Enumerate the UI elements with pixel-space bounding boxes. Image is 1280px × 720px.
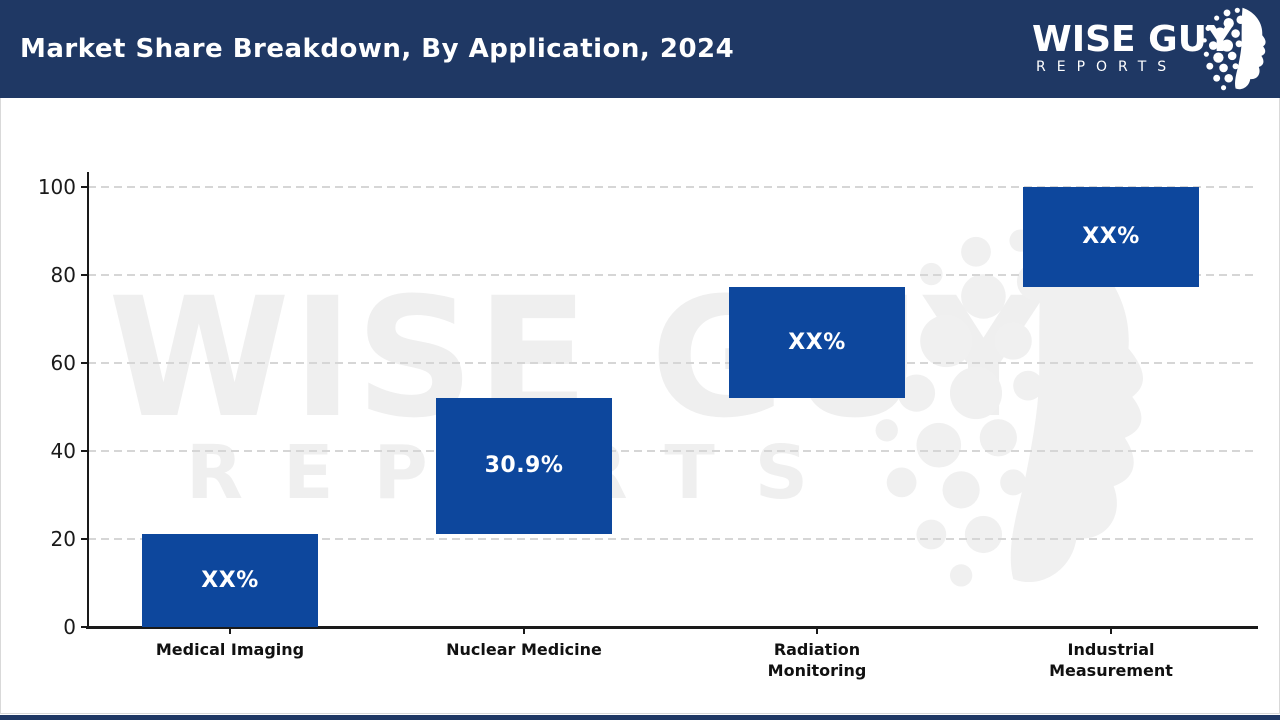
header-bar: Market Share Breakdown, By Application, … bbox=[0, 0, 1280, 98]
x-tick-label-industrial-measurement: Industrial Measurement bbox=[1049, 640, 1173, 680]
y-tick-mark-100 bbox=[81, 186, 87, 188]
bar-nuclear-medicine: 30.9% bbox=[436, 397, 612, 534]
y-tick-mark-20 bbox=[81, 538, 87, 540]
brand-subtitle: REPORTS bbox=[1036, 59, 1178, 75]
y-tick-mark-80 bbox=[81, 274, 87, 276]
bar-medical-imaging: XX% bbox=[142, 533, 318, 627]
y-tick-mark-0 bbox=[81, 626, 87, 628]
brand-dotted-head-icon bbox=[1184, 5, 1270, 93]
footer-accent-bar bbox=[0, 715, 1280, 720]
y-tick-label-80: 80 bbox=[50, 263, 76, 287]
x-tick-label-medical-imaging: Medical Imaging bbox=[155, 640, 305, 659]
gridline-40 bbox=[88, 450, 1255, 452]
x-tick-mark-medical-imaging bbox=[229, 628, 231, 634]
brand-logo: WISE GUY REPORTS bbox=[1032, 0, 1272, 98]
x-tick-mark-industrial-measurement bbox=[1110, 628, 1112, 634]
chart-title: Market Share Breakdown, By Application, … bbox=[20, 34, 735, 64]
y-tick-label-100: 100 bbox=[37, 175, 76, 199]
gridline-60 bbox=[88, 362, 1255, 364]
y-tick-label-20: 20 bbox=[50, 527, 76, 551]
gridline-100 bbox=[88, 186, 1255, 188]
gridline-80 bbox=[88, 274, 1255, 276]
x-tick-label-radiation-monitoring: Radiation Monitoring bbox=[767, 640, 867, 680]
y-tick-mark-60 bbox=[81, 362, 87, 364]
y-tick-mark-40 bbox=[81, 450, 87, 452]
brand-wordmark: WISE GUY bbox=[1032, 19, 1234, 60]
x-axis-line bbox=[86, 626, 1258, 629]
bar-value-label-radiation-monitoring: XX% bbox=[788, 329, 846, 355]
bar-radiation-monitoring: XX% bbox=[729, 286, 905, 398]
x-tick-mark-nuclear-medicine bbox=[523, 628, 525, 634]
bar-value-label-industrial-measurement: XX% bbox=[1082, 224, 1140, 250]
x-tick-label-nuclear-medicine: Nuclear Medicine bbox=[446, 640, 602, 659]
x-tick-mark-radiation-monitoring bbox=[816, 628, 818, 634]
bar-industrial-measurement: XX% bbox=[1023, 187, 1199, 287]
y-tick-label-60: 60 bbox=[50, 351, 76, 375]
y-tick-label-40: 40 bbox=[50, 439, 76, 463]
y-tick-label-0: 0 bbox=[63, 615, 76, 639]
gridline-20 bbox=[88, 538, 1255, 540]
y-axis-line bbox=[87, 172, 89, 628]
bar-value-label-medical-imaging: XX% bbox=[201, 567, 259, 593]
bar-value-label-nuclear-medicine: 30.9% bbox=[484, 453, 564, 479]
